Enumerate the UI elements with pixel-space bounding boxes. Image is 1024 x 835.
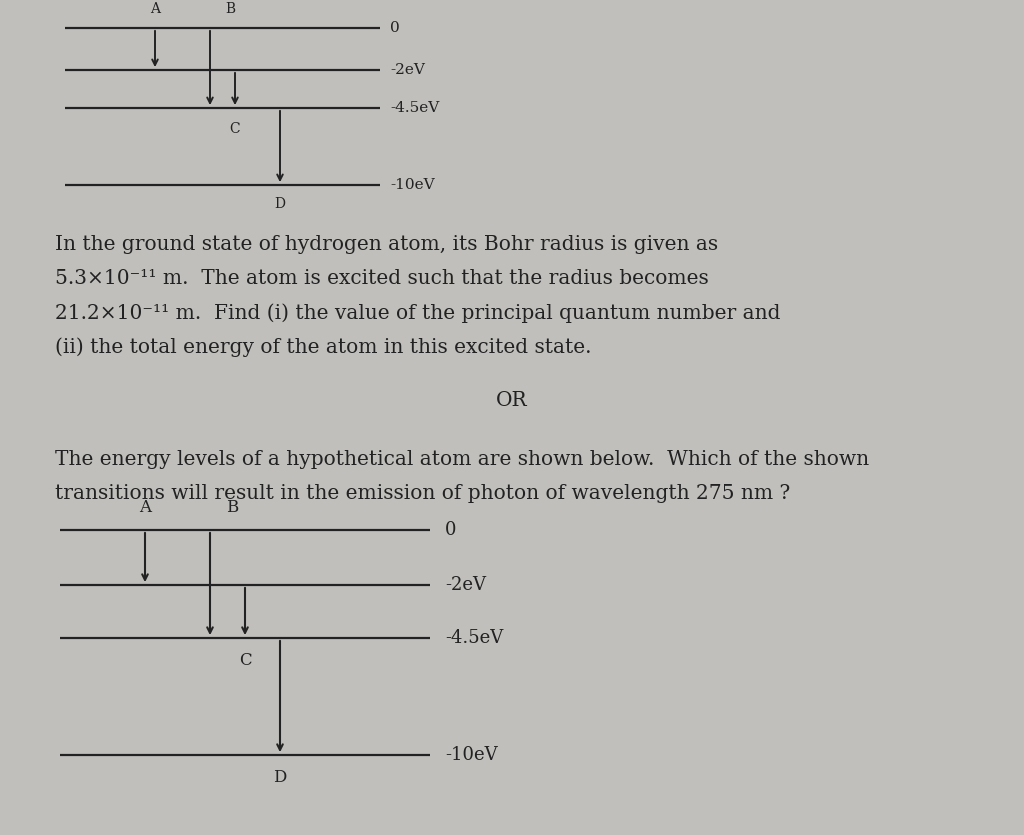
Text: -2eV: -2eV (390, 63, 425, 77)
Text: -10eV: -10eV (445, 746, 498, 764)
Text: -4.5eV: -4.5eV (390, 101, 439, 115)
Text: The energy levels of a hypothetical atom are shown below.  Which of the shown: The energy levels of a hypothetical atom… (55, 450, 869, 469)
Text: B: B (226, 499, 239, 516)
Text: C: C (229, 122, 241, 136)
Text: In the ground state of hydrogen atom, its Bohr radius is given as: In the ground state of hydrogen atom, it… (55, 235, 718, 254)
Text: 0: 0 (445, 521, 457, 539)
Text: -10eV: -10eV (390, 178, 434, 192)
Text: B: B (225, 2, 236, 16)
Text: 5.3×10⁻¹¹ m.  The atom is excited such that the radius becomes: 5.3×10⁻¹¹ m. The atom is excited such th… (55, 269, 709, 288)
Text: C: C (239, 652, 251, 669)
Text: A: A (150, 2, 160, 16)
Text: D: D (273, 769, 287, 786)
Text: -2eV: -2eV (445, 576, 486, 594)
Text: OR: OR (497, 391, 527, 410)
Text: 0: 0 (390, 21, 399, 35)
Text: (ii) the total energy of the atom in this excited state.: (ii) the total energy of the atom in thi… (55, 337, 592, 357)
Text: A: A (139, 499, 151, 516)
Text: D: D (274, 197, 286, 211)
Text: transitions will result in the emission of photon of wavelength 275 nm ?: transitions will result in the emission … (55, 484, 791, 503)
Text: 21.2×10⁻¹¹ m.  Find (i) the value of the principal quantum number and: 21.2×10⁻¹¹ m. Find (i) the value of the … (55, 303, 780, 322)
Text: -4.5eV: -4.5eV (445, 629, 503, 647)
